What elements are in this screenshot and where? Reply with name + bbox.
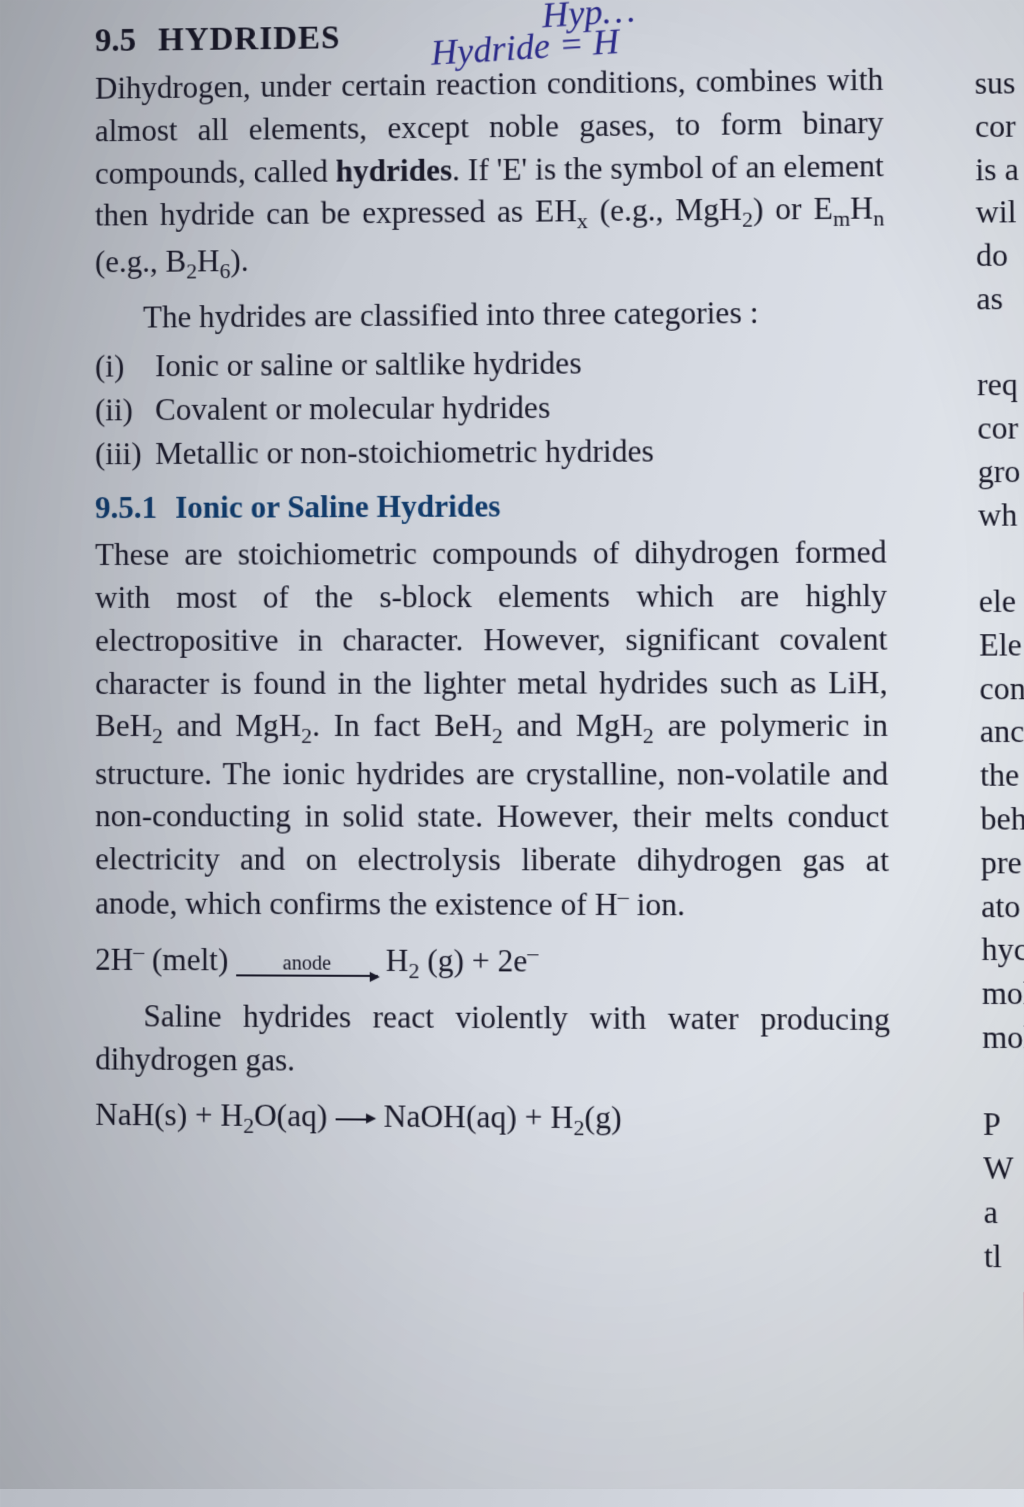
subsection-para-1: These are stoichiometric compounds of di…: [95, 532, 889, 928]
cut-text-fragment: ele: [979, 581, 1024, 625]
equation-1-lhs: 2H– (melt): [95, 942, 228, 978]
cut-text-fragment: is a: [975, 148, 1024, 192]
cut-text-fragment: req: [977, 364, 1024, 408]
cut-text-fragment: Ele: [979, 624, 1024, 668]
cut-text-fragment: [977, 321, 1024, 365]
cut-text-fragment: mol: [982, 1016, 1024, 1060]
subsection-number: 9.5.1: [95, 490, 157, 525]
cut-text-fragment: wil: [976, 191, 1024, 235]
cut-text-fragment: cor: [975, 105, 1024, 149]
equation-water-reaction: NaH(s) + H2O(aq) NaOH(aq) + H2(g): [95, 1091, 891, 1147]
cut-text-fragment: beh: [980, 798, 1024, 842]
cut-text-fragment: gro: [978, 450, 1024, 494]
cut-text-fragment: tl: [984, 1235, 1024, 1279]
list-text: Covalent or molecular hydrides: [155, 386, 550, 432]
textbook-page: Hyp… Hydride = H 9.5 HYDRIDES Dihydrogen…: [0, 0, 1024, 1507]
equation-electrolysis: 2H– (melt) anode H2 (g) + 2e–: [95, 936, 890, 991]
section-para-2: The hydrides are classified into three c…: [95, 290, 885, 339]
list-item: (ii)Covalent or molecular hydrides: [95, 384, 886, 433]
cut-text-fragment: mol: [982, 972, 1024, 1016]
adjacent-page-cut-column: suscoris awildoas reqcorgrowh eleElecona…: [974, 62, 1024, 1279]
cut-text-fragment: [982, 1060, 1024, 1104]
cut-text-fragment: hyc: [981, 929, 1024, 973]
hydride-categories-list: (i)Ionic or saline or saltlike hydrides(…: [95, 340, 886, 477]
subsection-para-2: Saline hydrides react violently with wat…: [95, 995, 890, 1086]
cut-text-fragment: W: [983, 1147, 1024, 1191]
cut-text-fragment: wh: [978, 494, 1024, 538]
cut-text-fragment: do: [976, 234, 1024, 278]
cut-text-fragment: a: [983, 1191, 1024, 1235]
list-marker: (iii): [95, 432, 155, 476]
list-marker: (i): [95, 345, 155, 389]
reaction-arrow-labeled: anode: [236, 948, 378, 979]
cut-text-fragment: ato: [981, 885, 1024, 929]
cut-text-fragment: anc: [980, 711, 1024, 755]
cut-text-fragment: sus: [974, 62, 1024, 106]
equation-2-rhs: NaOH(aq) + H2(g): [384, 1098, 622, 1135]
cut-text-fragment: the: [980, 754, 1024, 798]
list-text: Metallic or non-stoichiometric hydrides: [155, 430, 654, 477]
cut-text-fragment: con: [979, 667, 1024, 711]
cut-text-fragment: pre: [981, 841, 1024, 885]
list-item: (iii)Metallic or non-stoichiometric hydr…: [95, 428, 886, 476]
cut-text-fragment: P: [983, 1103, 1024, 1147]
section-number: 9.5: [95, 23, 136, 59]
cut-text-fragment: cor: [977, 407, 1024, 451]
section-title: HYDRIDES: [158, 20, 341, 58]
cut-text-fragment: [978, 537, 1024, 581]
equation-2-lhs: NaH(s) + H2O(aq): [95, 1096, 327, 1133]
subsection-heading-row: 9.5.1 Ionic or Saline Hydrides: [95, 487, 886, 526]
cut-text-fragment: as: [976, 277, 1024, 321]
section-para-1: Dihydrogen, under certain reaction condi…: [95, 59, 885, 289]
list-marker: (ii): [95, 389, 155, 433]
subsection-title: Ionic or Saline Hydrides: [175, 489, 500, 525]
list-text: Ionic or saline or saltlike hydrides: [155, 342, 582, 389]
section-heading-row: 9.5 HYDRIDES: [95, 14, 883, 61]
list-item: (i)Ionic or saline or saltlike hydrides: [95, 340, 885, 389]
equation-1-rhs: H2 (g) + 2e–: [386, 943, 539, 979]
main-text-column: 9.5 HYDRIDES Dihydrogen, under certain r…: [95, 14, 891, 1147]
